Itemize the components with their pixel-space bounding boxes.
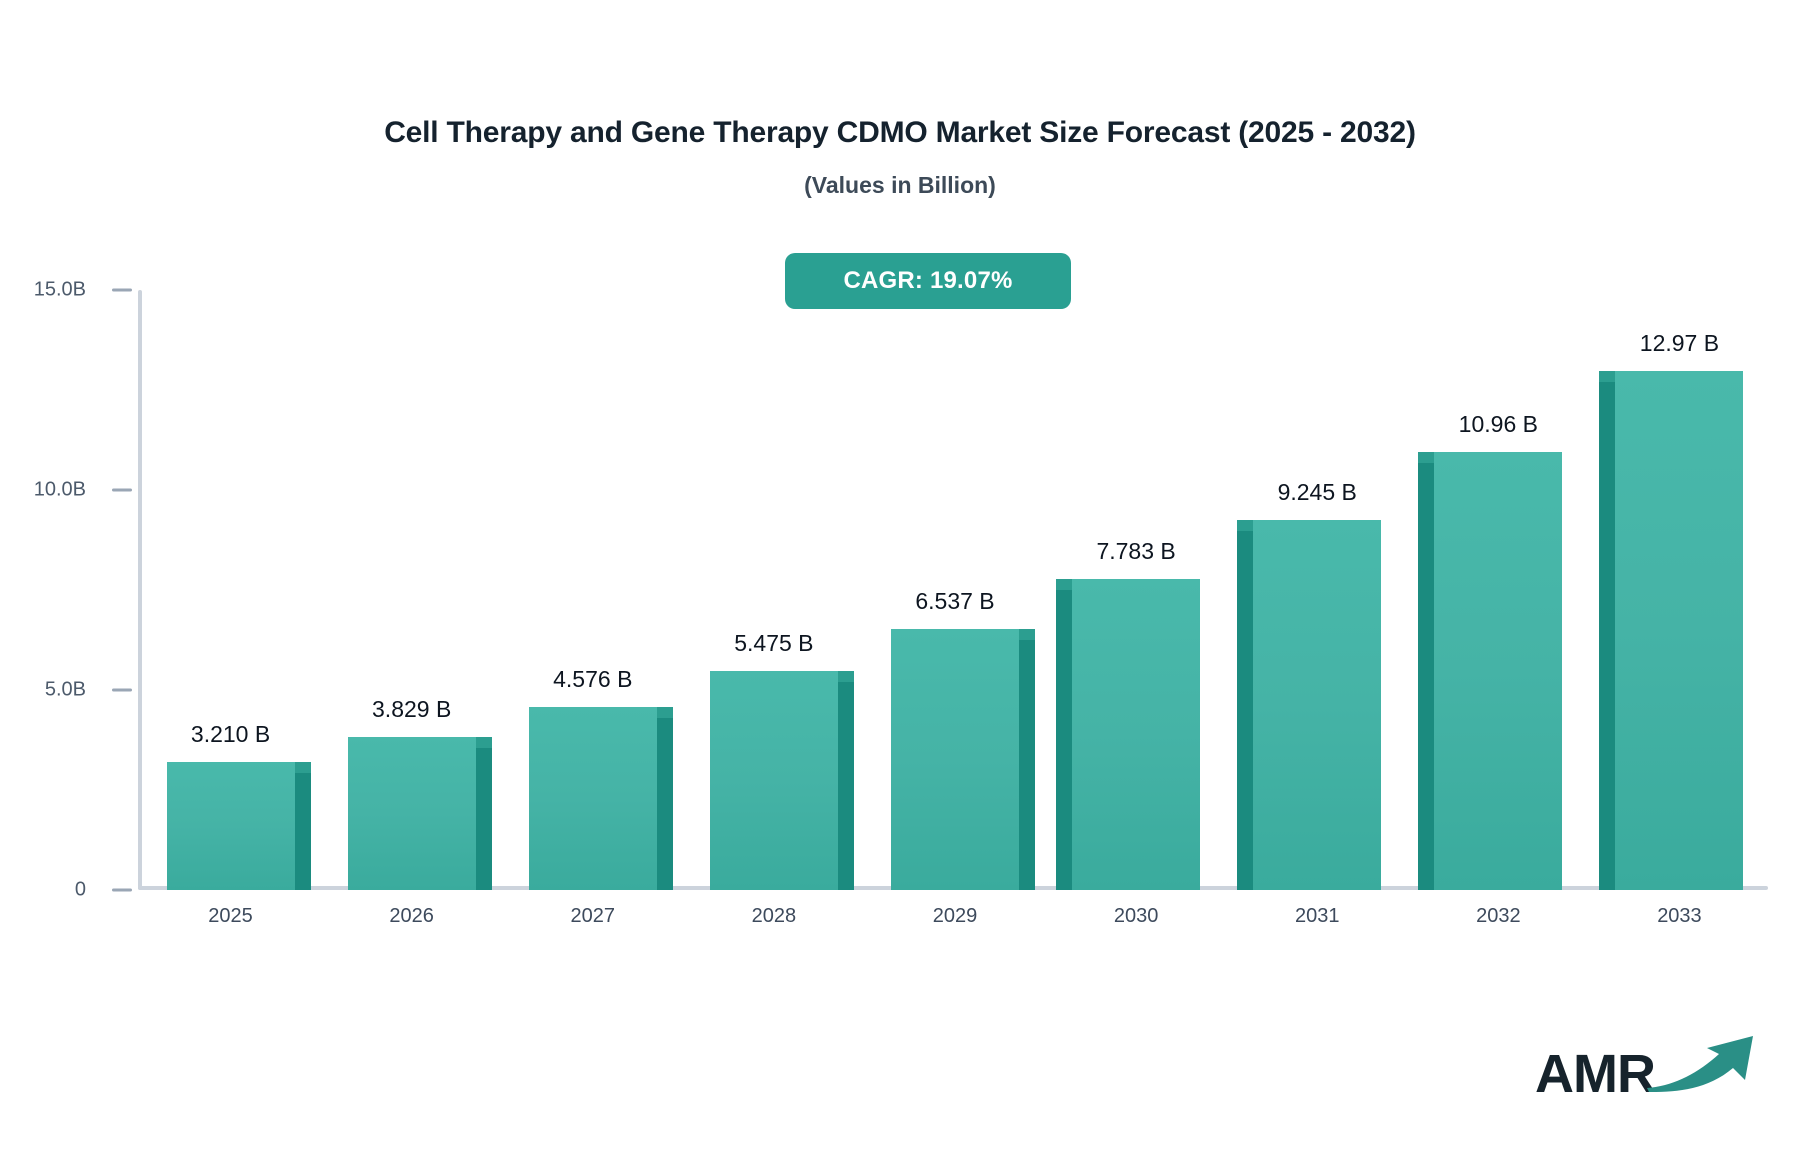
bar-top-face bbox=[294, 761, 311, 773]
bar-value-label: 5.475 B bbox=[734, 630, 814, 656]
bar-side-face bbox=[475, 736, 492, 890]
arrow-up-right-icon bbox=[1645, 1030, 1761, 1097]
x-axis-tick-label: 2033 bbox=[1657, 905, 1702, 927]
cagr-badge: CAGR: 19.07% bbox=[785, 253, 1071, 309]
x-axis-tick-label: 2030 bbox=[1113, 905, 1159, 927]
bar-front-face bbox=[528, 706, 657, 890]
bar-value-label: 7.783 B bbox=[1096, 537, 1176, 564]
bar-front-face bbox=[1434, 451, 1563, 890]
bar-value-label: 4.576 B bbox=[553, 665, 633, 692]
bar-front-face bbox=[166, 761, 295, 890]
bar-side-face bbox=[656, 706, 673, 890]
x-axis-tick-label: 2027 bbox=[570, 905, 616, 927]
y-axis-tick-label: 5.0B bbox=[44, 678, 86, 701]
bar-side-face bbox=[1599, 371, 1616, 890]
y-axis-tick-label: 15.0B bbox=[33, 278, 86, 301]
y-axis-line bbox=[138, 290, 142, 890]
bar[interactable]: 4.576 B bbox=[528, 666, 673, 890]
amr-logo-text: AMR bbox=[1535, 1044, 1656, 1104]
cagr-badge-label: CAGR: 19.07% bbox=[843, 267, 1013, 294]
y-axis-tick-mark bbox=[112, 488, 132, 492]
bar-side-face bbox=[1418, 451, 1435, 890]
bar-front-face bbox=[1072, 578, 1201, 890]
bar[interactable]: 3.829 B bbox=[347, 696, 492, 890]
bar-value-label: 10.96 B bbox=[1458, 410, 1538, 437]
bar-side-face bbox=[294, 761, 311, 890]
bar-value-label: 3.210 B bbox=[190, 720, 271, 747]
x-axis-tick-label: 2029 bbox=[932, 905, 978, 927]
chart-subtitle: (Values in Billion) bbox=[804, 172, 996, 198]
bar[interactable]: 3.210 B bbox=[166, 721, 311, 890]
bar-side-face bbox=[1019, 628, 1035, 890]
bar-value-label: 12.97 B bbox=[1639, 330, 1720, 357]
x-axis-tick-label: 2028 bbox=[751, 905, 797, 927]
x-axis-tick-label: 2032 bbox=[1476, 905, 1521, 927]
bar[interactable]: 6.537 B bbox=[891, 588, 1035, 890]
x-axis-tick-label: 2025 bbox=[208, 905, 253, 927]
y-axis-tick-mark bbox=[112, 888, 132, 892]
y-axis-tick-label: 10.0B bbox=[33, 478, 86, 501]
amr-logo: AMR bbox=[1535, 1030, 1761, 1101]
bar[interactable]: 12.97 B bbox=[1599, 330, 1744, 890]
bar-side-face bbox=[1056, 578, 1073, 890]
bar-top-face bbox=[1019, 628, 1035, 640]
bar-value-label: 3.829 B bbox=[372, 695, 452, 722]
bar-front-face bbox=[1615, 371, 1744, 890]
bar-front-face bbox=[709, 671, 838, 890]
y-axis-tick-label: 0 bbox=[74, 878, 86, 901]
x-axis-tick-label: 2026 bbox=[389, 905, 434, 927]
bar-front-face bbox=[891, 628, 1019, 890]
bar-top-face bbox=[837, 671, 854, 682]
bar[interactable]: 9.245 B bbox=[1237, 479, 1382, 890]
bar[interactable]: 7.783 B bbox=[1056, 538, 1201, 890]
bar-top-face bbox=[1237, 520, 1254, 532]
bar-value-label: 9.245 B bbox=[1277, 479, 1357, 506]
plot-area: 3.210 B 3.829 B 4.576 B 5.475 B 6.537 B 7.783… bbox=[140, 290, 1770, 890]
bar-front-face bbox=[347, 736, 476, 890]
y-axis-tick-mark bbox=[112, 688, 132, 692]
bar-top-face bbox=[1599, 371, 1616, 383]
x-axis-tick-label: 2031 bbox=[1294, 905, 1340, 927]
bar-top-face bbox=[475, 736, 492, 748]
bar-side-face bbox=[837, 671, 854, 890]
bar-value-label: 6.537 B bbox=[915, 587, 995, 614]
bar-side-face bbox=[1237, 520, 1254, 890]
chart-title: Cell Therapy and Gene Therapy CDMO Marke… bbox=[384, 116, 1416, 149]
bar-top-face bbox=[656, 706, 673, 718]
bar-top-face bbox=[1056, 578, 1073, 590]
bar-front-face bbox=[1253, 520, 1382, 890]
bar-top-face bbox=[1418, 451, 1435, 463]
bar[interactable]: 10.96 B bbox=[1418, 411, 1563, 890]
y-axis-tick-mark bbox=[112, 288, 132, 292]
bar[interactable]: 5.475 B bbox=[709, 630, 854, 890]
